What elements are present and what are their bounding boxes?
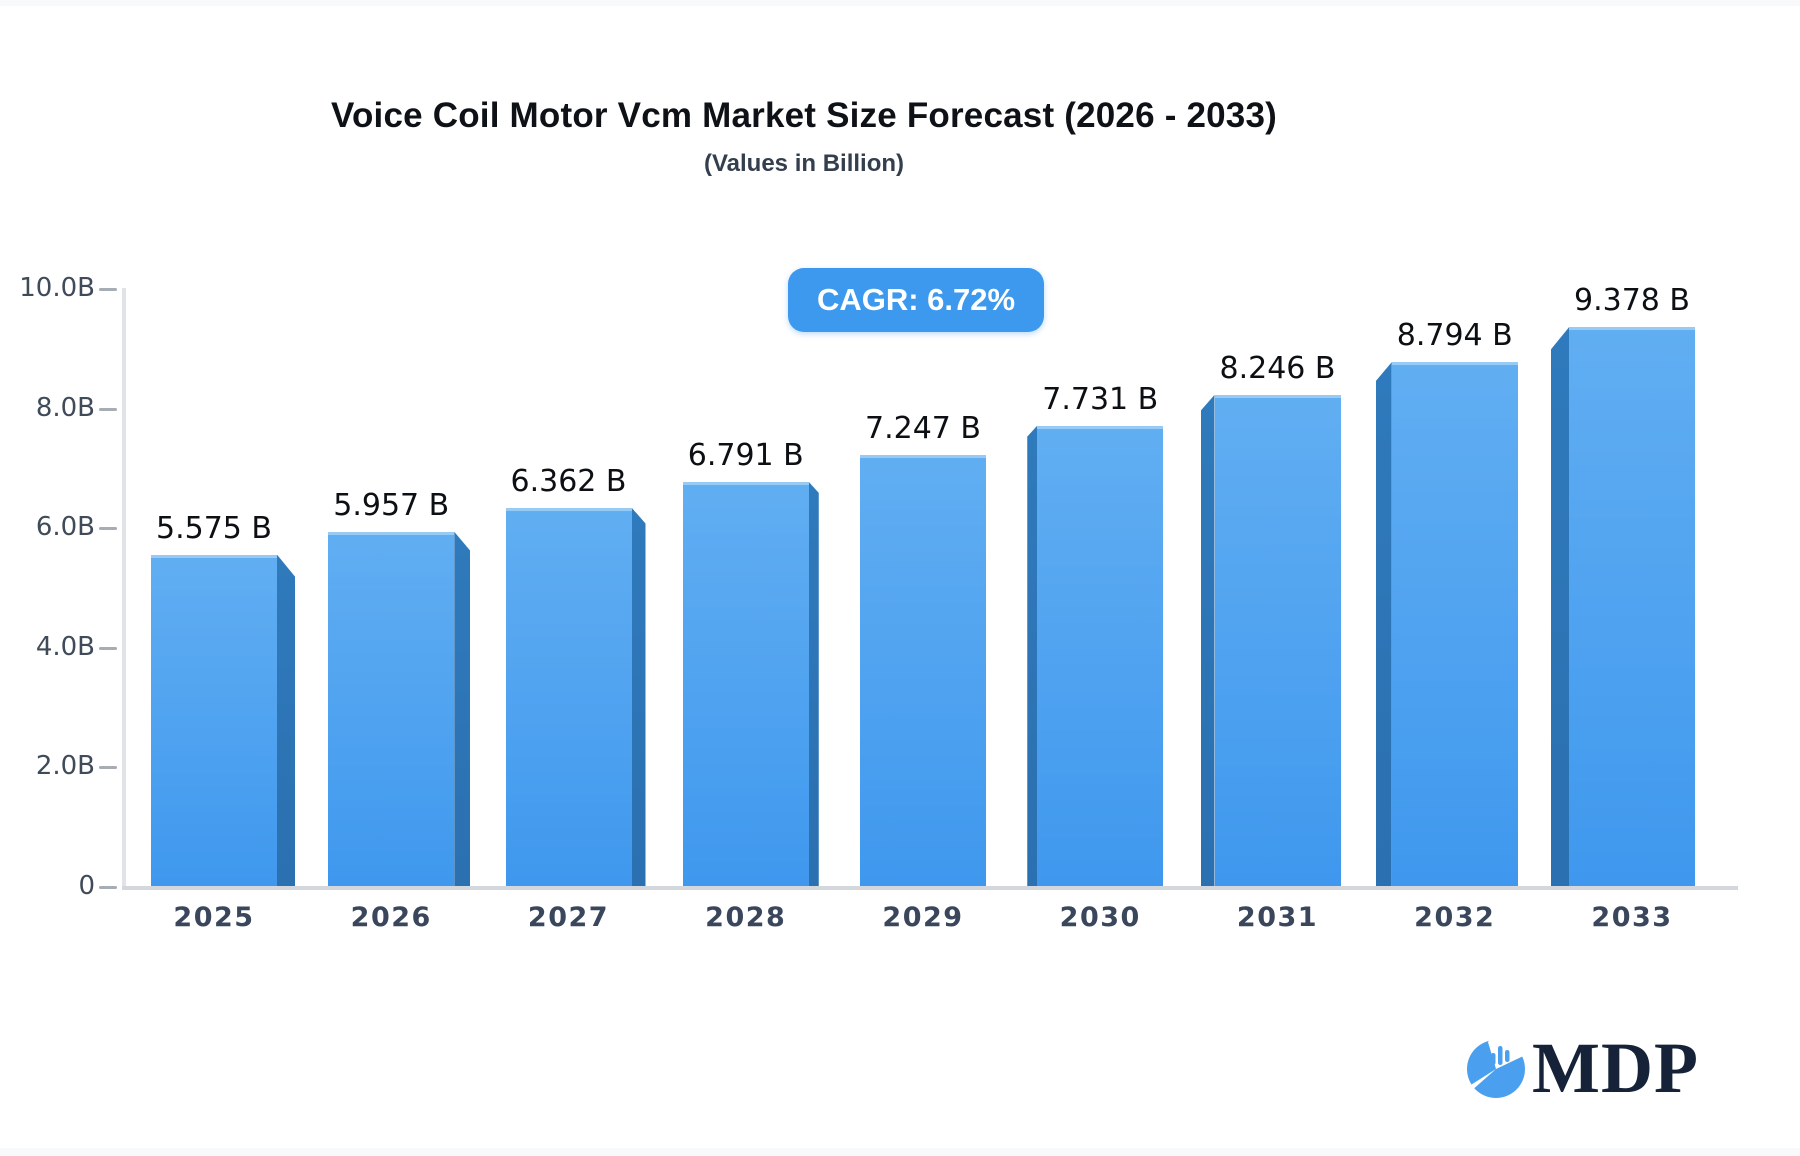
- bar-value-label: 9.378 B: [1573, 283, 1690, 319]
- y-tick-label: 2.0B: [35, 751, 95, 782]
- x-tick-label: 2027: [527, 902, 610, 933]
- y-tick-mark: [99, 288, 117, 291]
- bar-side-face: [1027, 425, 1038, 888]
- chart-subtitle: (Values in Billion): [703, 150, 905, 177]
- x-tick-label: 2030: [1059, 902, 1141, 933]
- x-axis-line: [122, 886, 1738, 890]
- bar-side-face: [1375, 362, 1392, 888]
- x-tick-label: 2025: [173, 902, 255, 933]
- bar-side-face: [454, 531, 471, 888]
- bar-front-face: [328, 531, 455, 888]
- y-tick-mark: [99, 527, 117, 531]
- y-tick-label: 10.0B: [19, 273, 95, 303]
- bar-value-label: 6.791 B: [687, 437, 804, 473]
- bar-side-face: [1200, 394, 1215, 888]
- bar-value-label: 8.794 B: [1396, 318, 1513, 354]
- x-tick-label: 2029: [882, 902, 964, 933]
- brand-logo: MDP: [1464, 1032, 1699, 1104]
- bar-front-face: [1391, 362, 1518, 888]
- bar-value-label: 6.362 B: [510, 463, 627, 499]
- bar-front-face: [151, 554, 277, 888]
- y-tick-mark: [99, 886, 117, 889]
- x-tick-label: 2026: [350, 902, 432, 933]
- bar-front-face: [505, 507, 632, 888]
- y-tick-mark: [99, 407, 117, 411]
- bar-front-face: [860, 454, 986, 888]
- x-tick-label: 2033: [1591, 902, 1673, 933]
- pie-chart-icon: [1466, 1036, 1528, 1098]
- x-tick-label: 2032: [1414, 902, 1496, 933]
- x-tick-label: 2028: [705, 902, 787, 933]
- x-tick-label: 2031: [1236, 902, 1319, 933]
- bar-value-label: 7.731 B: [1042, 381, 1159, 417]
- y-tick-label: 6.0B: [35, 512, 95, 543]
- bar-value-label: 5.957 B: [333, 487, 450, 523]
- bar-front-face: [1214, 394, 1341, 888]
- chart-title: Voice Coil Motor Vcm Market Size Forecas…: [331, 96, 1277, 135]
- bar-value-label: 8.246 B: [1219, 350, 1336, 386]
- bar-front-face: [1037, 425, 1164, 888]
- y-tick-label: 8.0B: [35, 392, 95, 423]
- y-tick-label: 0: [78, 871, 95, 901]
- bar-side-face: [631, 507, 646, 888]
- bar-side-face: [277, 554, 295, 888]
- y-tick-mark: [99, 766, 117, 770]
- bar-value-label: 5.575 B: [155, 510, 272, 546]
- bar-front-face: [682, 481, 809, 888]
- bar-value-label: 7.247 B: [864, 410, 981, 446]
- y-tick-label: 4.0B: [35, 631, 95, 662]
- cagr-badge: CAGR: 6.72%: [788, 268, 1044, 332]
- bar-front-face: [1569, 327, 1695, 888]
- bar-side-face: [808, 481, 819, 888]
- bar-side-face: [1551, 327, 1569, 888]
- y-axis-line: [122, 288, 126, 888]
- brand-logo-text: MDP: [1532, 1028, 1699, 1108]
- y-tick-mark: [99, 646, 117, 650]
